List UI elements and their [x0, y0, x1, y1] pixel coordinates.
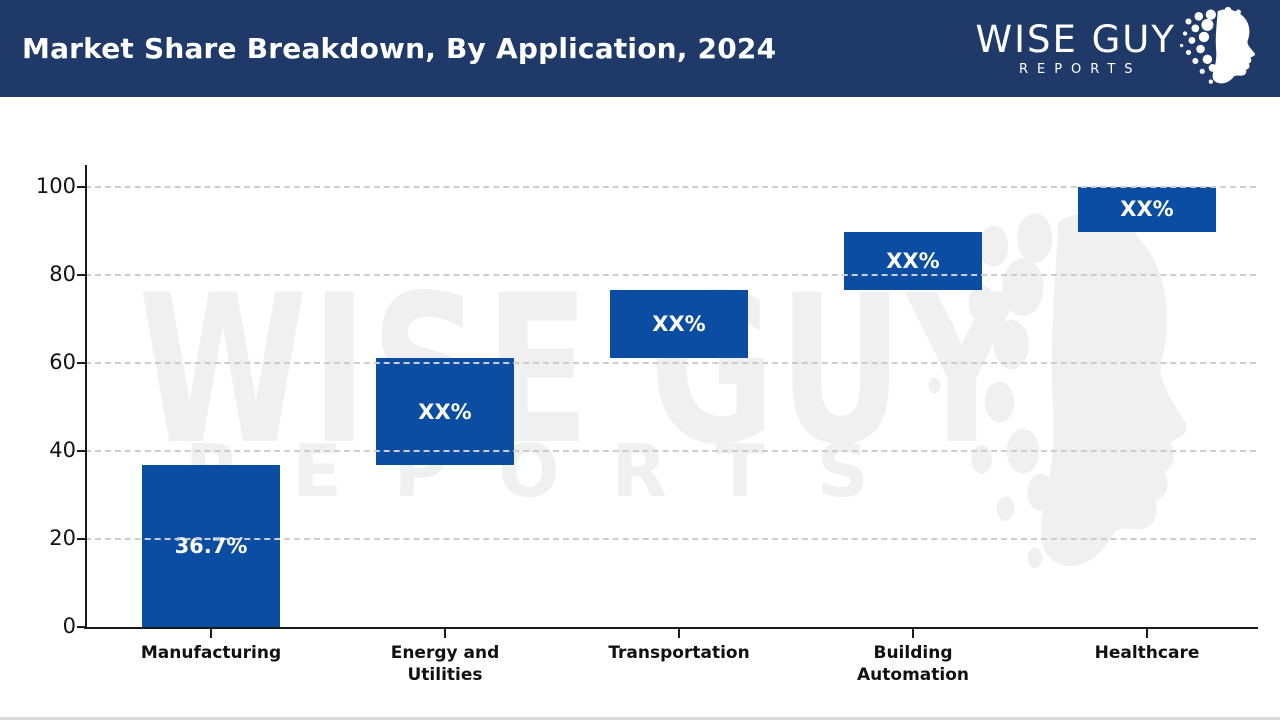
y-axis — [85, 165, 87, 629]
x-tick-mark — [1146, 629, 1148, 638]
header-bar: Market Share Breakdown, By Application, … — [0, 0, 1280, 97]
watermark-wiseguy-text: WISE GUY — [138, 252, 1021, 490]
logo-text: WISE GUY REPORTS — [976, 21, 1176, 77]
y-tick-label: 40 — [49, 437, 76, 462]
category-label: Energy and Utilities — [390, 643, 500, 685]
bar-value-label: XX% — [886, 249, 940, 274]
category-label: Healthcare — [1094, 643, 1200, 663]
logo-wiseguy-text: WISE GUY — [975, 17, 1176, 61]
y-tick-label: 100 — [35, 173, 76, 198]
y-tick-mark — [77, 185, 85, 188]
bar-transportation: XX% — [610, 290, 748, 358]
bar-value-label: XX% — [652, 312, 706, 337]
y-tick-mark — [77, 449, 85, 452]
gridline — [85, 537, 1256, 540]
y-tick-label: 80 — [49, 261, 76, 286]
y-tick-label: 20 — [49, 525, 76, 550]
x-tick-mark — [210, 629, 212, 638]
logo-reports-text: REPORTS — [1018, 61, 1142, 77]
y-tick-mark — [77, 626, 85, 628]
gridline — [85, 185, 1256, 188]
logo-face-icon — [1166, 6, 1266, 92]
bar-manufacturing: 36.7% — [142, 465, 280, 627]
page-title: Market Share Breakdown, By Application, … — [22, 32, 777, 65]
gridline — [85, 361, 1256, 364]
category-label: Manufacturing — [140, 643, 282, 663]
y-tick-mark — [77, 537, 85, 540]
gridline — [85, 273, 1256, 276]
gridline — [85, 449, 1256, 452]
y-tick-label: 0 — [62, 614, 76, 638]
x-tick-mark — [678, 629, 680, 638]
bar-healthcare: XX% — [1078, 186, 1216, 233]
y-tick-mark — [77, 273, 85, 276]
watermark-reports-text: REPORTS — [185, 429, 921, 513]
bar-building-automation: XX% — [844, 232, 982, 291]
bar-energy-and-utilities: XX% — [376, 357, 514, 466]
category-label: Building Automation — [857, 643, 969, 685]
y-tick-label: 60 — [49, 349, 76, 374]
x-tick-mark — [912, 629, 914, 638]
x-tick-mark — [444, 629, 446, 638]
category-label: Transportation — [608, 643, 750, 663]
y-tick-mark — [77, 361, 85, 364]
chart-area: WISE GUY REPORTS 0 20 40 60 80 100 36.7% XX% XX%… — [0, 97, 1280, 720]
x-axis — [84, 627, 1258, 629]
logo: WISE GUY REPORTS — [976, 6, 1266, 92]
bar-value-label: XX% — [1120, 197, 1174, 222]
bar-value-label: XX% — [418, 399, 472, 424]
